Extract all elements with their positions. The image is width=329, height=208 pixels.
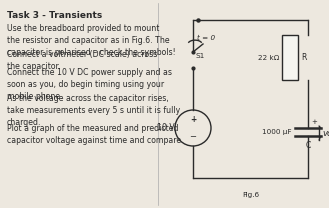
Text: +: + (312, 119, 317, 125)
Text: Task 3 - Transients: Task 3 - Transients (7, 11, 102, 20)
Text: Use the breadboard provided to mount
the resistor and capacitor as in Fig.6. The: Use the breadboard provided to mount the… (7, 24, 176, 57)
Text: As the voltage across the capacitor rises,
take measurements every 5 s until it : As the voltage across the capacitor rise… (7, 94, 180, 127)
Text: Connect the 10 V DC power supply and as
soon as you, do begin timing using your
: Connect the 10 V DC power supply and as … (7, 68, 172, 101)
Text: vᴄ: vᴄ (322, 129, 329, 137)
Text: +: + (190, 114, 196, 124)
Text: t = 0: t = 0 (197, 35, 215, 41)
Text: Connect a voltmeter (DC scale) across
the capacitor.: Connect a voltmeter (DC scale) across th… (7, 50, 157, 71)
Text: R: R (301, 53, 306, 62)
Bar (282, 35, 298, 80)
Text: S1: S1 (195, 53, 204, 59)
Text: 10 V: 10 V (157, 124, 175, 132)
Text: 22 kΩ: 22 kΩ (258, 54, 279, 61)
Text: Plot a graph of the measured and predicted
capacitor voltage against time and co: Plot a graph of the measured and predict… (7, 124, 184, 145)
Text: Fig.6: Fig.6 (242, 192, 259, 198)
Text: −: − (190, 132, 196, 141)
Text: C: C (305, 141, 311, 150)
Text: 1000 μF: 1000 μF (263, 129, 292, 135)
